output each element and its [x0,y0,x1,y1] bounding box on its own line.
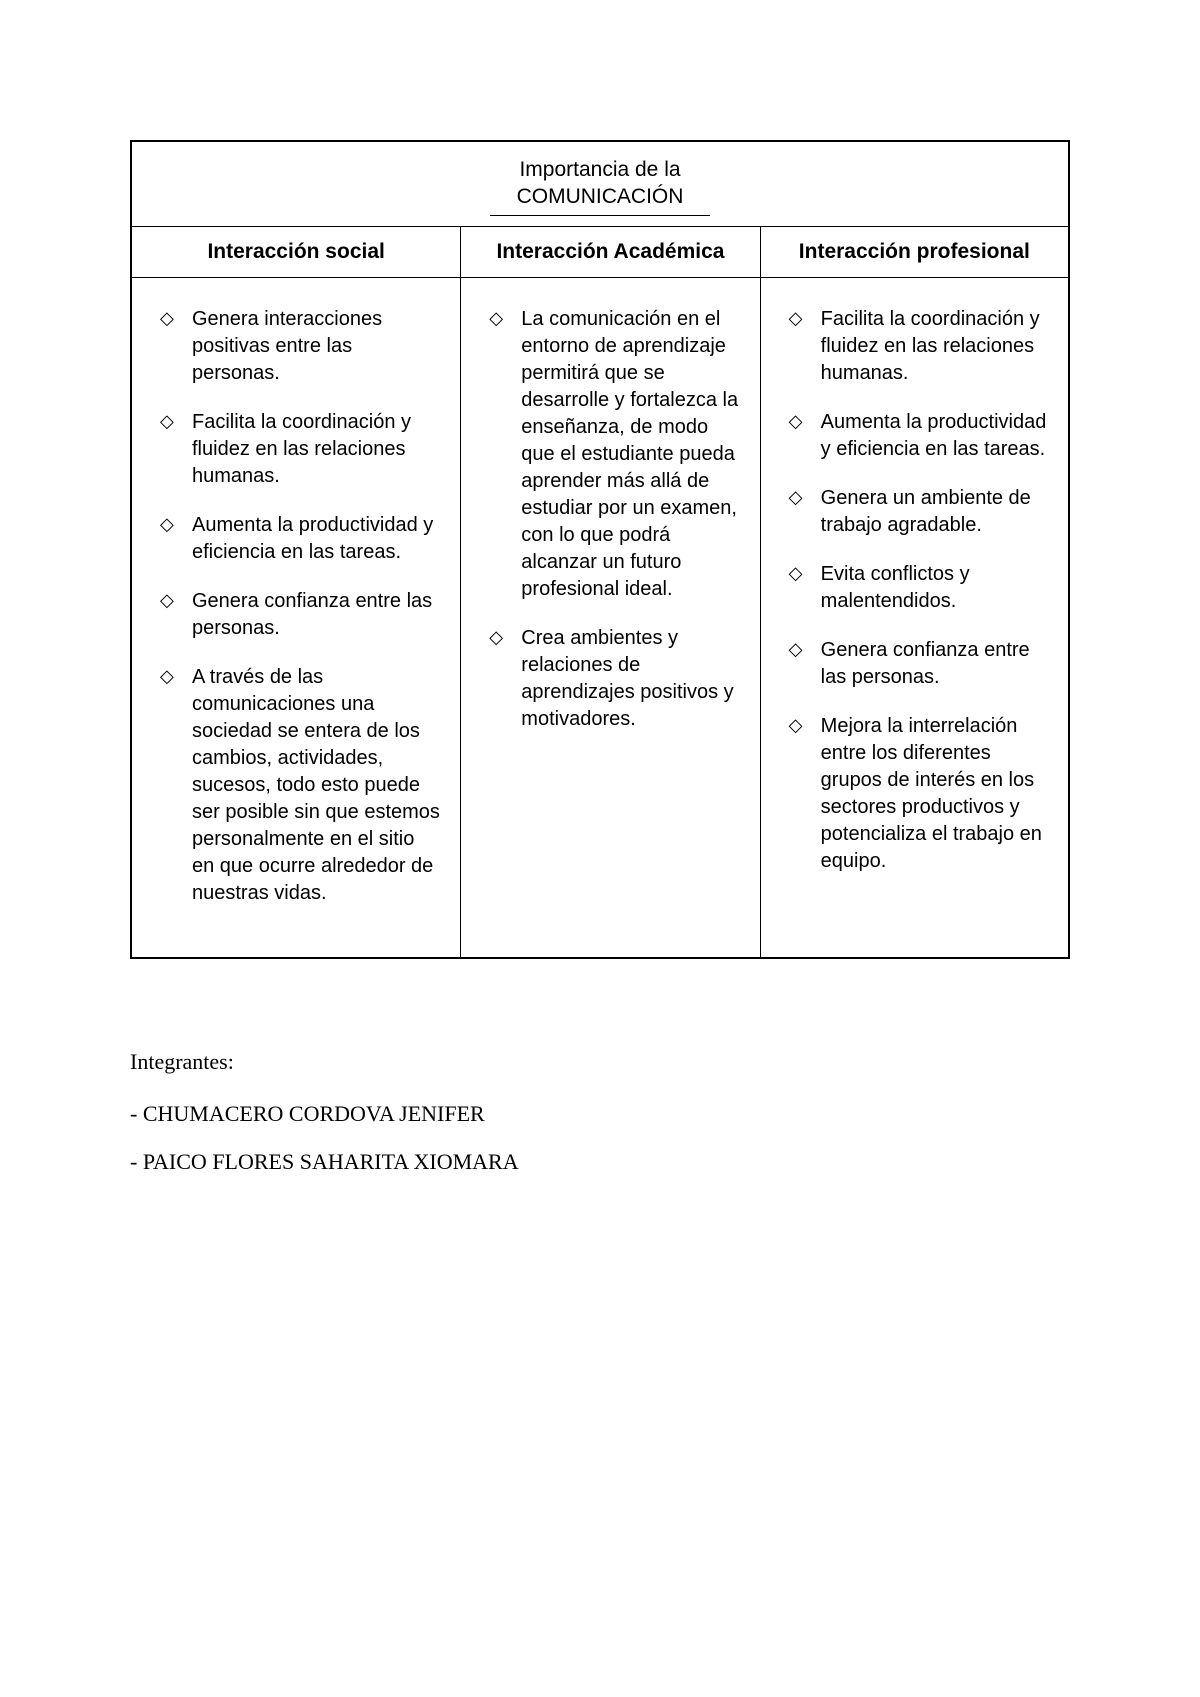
integrantes-label: Integrantes: [130,1049,1070,1075]
list-item: Aumenta la productividad y eficiencia en… [789,409,1048,463]
list-social: Genera interacciones positivas entre las… [160,306,440,907]
list-item: Facilita la coordinación y fluidez en la… [160,409,440,490]
list-profesional: Facilita la coordinación y fluidez en la… [789,306,1048,875]
header-col-social: Interacción social [132,227,461,277]
integrantes-section: Integrantes: - CHUMACERO CORDOVA JENIFER… [130,1049,1070,1175]
table-body-row: Genera interacciones positivas entre las… [132,278,1068,957]
body-col-social: Genera interacciones positivas entre las… [132,278,461,957]
list-academica: La comunicación en el entorno de aprendi… [489,306,739,733]
table-title-line2: COMUNICACIÓN [132,183,1068,210]
list-item: A través de las comunicaciones una socie… [160,664,440,907]
list-item: Crea ambientes y relaciones de aprendiza… [489,625,739,733]
integrante-item: - PAICO FLORES SAHARITA XIOMARA [130,1149,1070,1175]
list-item: Genera confianza entre las personas. [789,637,1048,691]
main-table: Importancia de la COMUNICACIÓN Interacci… [130,140,1070,959]
header-col-profesional: Interacción profesional [761,227,1068,277]
integrante-item: - CHUMACERO CORDOVA JENIFER [130,1101,1070,1127]
table-header-row: Interacción social Interacción Académica… [132,226,1068,278]
list-item: Facilita la coordinación y fluidez en la… [789,306,1048,387]
table-title-line1: Importancia de la [132,156,1068,183]
list-item: Genera confianza entre las personas. [160,588,440,642]
list-item: Mejora la interrelación entre los difere… [789,713,1048,875]
header-col-academica: Interacción Académica [461,227,760,277]
list-item: Aumenta la productividad y eficiencia en… [160,512,440,566]
list-item: Genera interacciones positivas entre las… [160,306,440,387]
list-item: Genera un ambiente de trabajo agradable. [789,485,1048,539]
body-col-profesional: Facilita la coordinación y fluidez en la… [761,278,1068,957]
list-item: Evita conflictos y malentendidos. [789,561,1048,615]
table-title-row: Importancia de la COMUNICACIÓN [132,142,1068,226]
title-underline [490,215,710,216]
list-item: La comunicación en el entorno de aprendi… [489,306,739,603]
body-col-academica: La comunicación en el entorno de aprendi… [461,278,760,957]
